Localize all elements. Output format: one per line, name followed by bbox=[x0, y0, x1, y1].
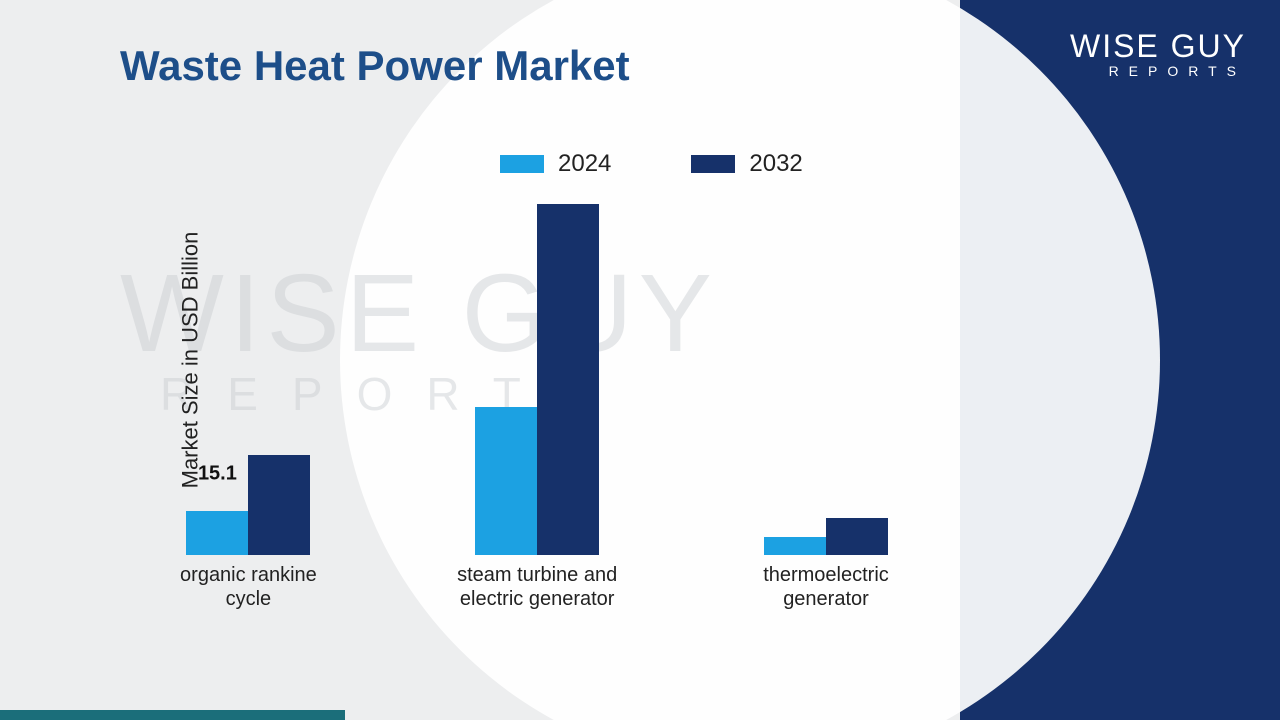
chart-title: Waste Heat Power Market bbox=[120, 42, 630, 90]
legend: 2024 2032 bbox=[500, 150, 803, 178]
brand-logo-main: WISE GUY bbox=[1070, 28, 1246, 65]
bar bbox=[248, 455, 310, 555]
bar-group: steam turbine and electric generator bbox=[447, 204, 627, 556]
bar bbox=[186, 511, 248, 555]
legend-item-2032: 2032 bbox=[691, 150, 802, 178]
category-label: thermoelectric generator bbox=[736, 555, 916, 611]
bar bbox=[537, 204, 599, 556]
bar bbox=[764, 537, 826, 556]
plot-area: organic rankine cycle15.1steam turbine a… bbox=[180, 185, 940, 555]
legend-swatch-2032 bbox=[691, 155, 735, 173]
legend-swatch-2024 bbox=[500, 155, 544, 173]
category-label: organic rankine cycle bbox=[158, 555, 338, 611]
legend-label-2024: 2024 bbox=[558, 150, 611, 178]
brand-logo: WISE GUY REPORTS bbox=[1070, 28, 1246, 79]
legend-label-2032: 2032 bbox=[749, 150, 802, 178]
bar-group: organic rankine cycle15.1 bbox=[158, 455, 338, 555]
legend-item-2024: 2024 bbox=[500, 150, 611, 178]
brand-logo-sub: REPORTS bbox=[1070, 63, 1246, 79]
bar-group: thermoelectric generator bbox=[736, 518, 916, 555]
bar bbox=[826, 518, 888, 555]
category-label: steam turbine and electric generator bbox=[447, 555, 627, 611]
data-label: 15.1 bbox=[198, 462, 237, 485]
bottom-accent-bar bbox=[0, 710, 345, 720]
stage: WISE GUY REPORTS WISE GUY REPORTS Waste … bbox=[0, 0, 1280, 720]
bar bbox=[475, 407, 537, 555]
